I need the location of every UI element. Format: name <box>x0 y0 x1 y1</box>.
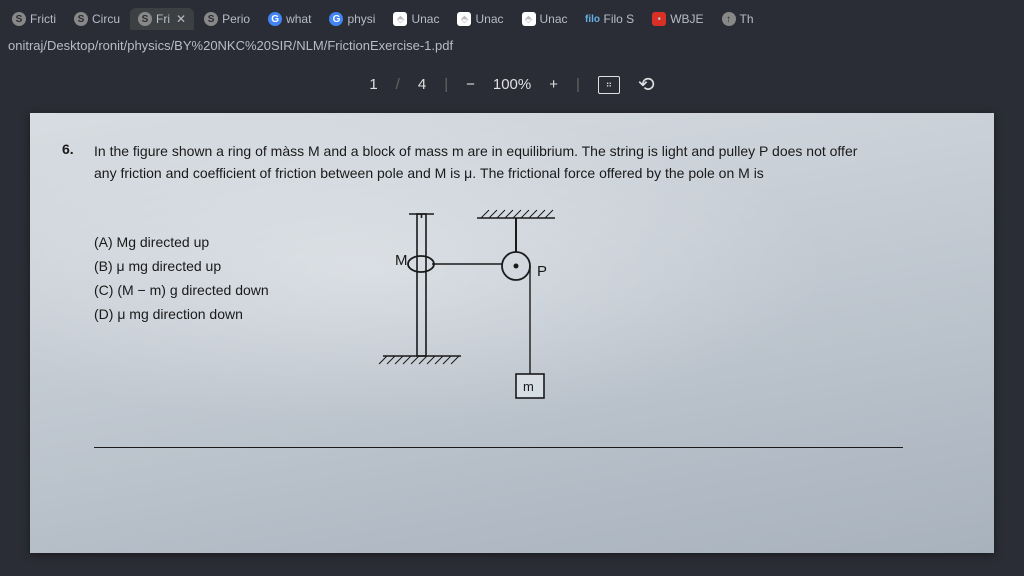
zoom-in-button[interactable]: + <box>549 76 558 93</box>
browser-tab[interactable]: filo Filo S <box>578 8 643 30</box>
toolbar-divider: | <box>444 76 448 93</box>
page-total: 4 <box>418 76 426 93</box>
favicon-icon: G <box>329 12 343 26</box>
browser-tab[interactable]: S Perio <box>196 8 258 30</box>
tab-label: what <box>286 12 311 26</box>
pulley-label: P <box>537 263 547 280</box>
rotate-button[interactable]: ⟲ <box>638 72 655 97</box>
fit-page-button[interactable]: ⠶ <box>598 76 620 94</box>
browser-tab[interactable]: ⬘ Unac <box>385 8 447 30</box>
option-c: (C) (M − m) g directed down <box>94 282 269 298</box>
tab-label: Filo S <box>604 12 635 26</box>
browser-tab[interactable]: ⬘ Unac <box>514 8 576 30</box>
options-list: (A) Mg directed up (B) μ mg directed up … <box>94 204 269 419</box>
question-number: 6. <box>62 141 74 157</box>
browser-tab[interactable]: Gwhat <box>260 8 319 30</box>
favicon-icon: ⬘ <box>522 12 536 26</box>
option-d: (D) μ mg direction down <box>94 306 269 322</box>
ring-label: M <box>395 252 408 269</box>
close-icon[interactable]: ✕ <box>176 12 186 26</box>
favicon-icon: S <box>74 12 88 26</box>
tab-bar: SFrictiSCircuSFri✕SPerioGwhatGphysi⬘Unac… <box>0 0 1024 34</box>
tab-label: Th <box>740 12 754 26</box>
page-separator: / <box>396 76 400 93</box>
favicon-icon: S <box>138 12 152 26</box>
tab-label: Fricti <box>30 12 56 26</box>
favicon-icon: • <box>652 12 666 26</box>
browser-tab[interactable]: ↑ Th <box>714 8 762 30</box>
favicon-icon: S <box>204 12 218 26</box>
option-b: (B) μ mg directed up <box>94 258 269 274</box>
physics-diagram: P M <box>319 204 589 419</box>
block-label: m <box>523 379 534 394</box>
browser-tab[interactable]: • WBJE <box>644 8 711 30</box>
page-current: 1 <box>369 76 377 93</box>
tab-label: Fri <box>156 12 170 26</box>
tab-label: Circu <box>92 12 120 26</box>
browser-tab[interactable]: S Fri ✕ <box>130 8 194 30</box>
browser-tab[interactable]: S Fricti <box>4 8 64 30</box>
favicon-icon: S <box>12 12 26 26</box>
toolbar-divider: | <box>576 76 580 93</box>
favicon-icon: ⬘ <box>457 12 471 26</box>
browser-tab[interactable]: ⬘ Unac <box>449 8 511 30</box>
pdf-page: 6. In the figure shown a ring of màss M … <box>30 113 994 553</box>
divider-line <box>94 447 903 448</box>
option-a: (A) Mg directed up <box>94 234 269 250</box>
pdf-toolbar: 1 / 4 | − 100% + | ⠶ ⟲ <box>0 60 1024 113</box>
tab-label: Unac <box>540 12 568 26</box>
tab-label: Perio <box>222 12 250 26</box>
zoom-out-button[interactable]: − <box>466 76 475 93</box>
favicon-icon: ↑ <box>722 12 736 26</box>
browser-tab[interactable]: Gphysi <box>321 8 383 30</box>
zoom-level: 100% <box>493 76 531 93</box>
address-bar[interactable]: onitraj/Desktop/ronit/physics/BY%20NKC%2… <box>0 34 1024 60</box>
favicon-icon: G <box>268 12 282 26</box>
tab-label: WBJE <box>670 12 703 26</box>
tab-label: physi <box>347 12 375 26</box>
tab-label: Unac <box>411 12 439 26</box>
tab-label: Unac <box>475 12 503 26</box>
favicon-icon: filo <box>586 12 600 26</box>
browser-tab[interactable]: S Circu <box>66 8 128 30</box>
favicon-icon: ⬘ <box>393 12 407 26</box>
question-text: In the figure shown a ring of màss M and… <box>94 141 874 184</box>
